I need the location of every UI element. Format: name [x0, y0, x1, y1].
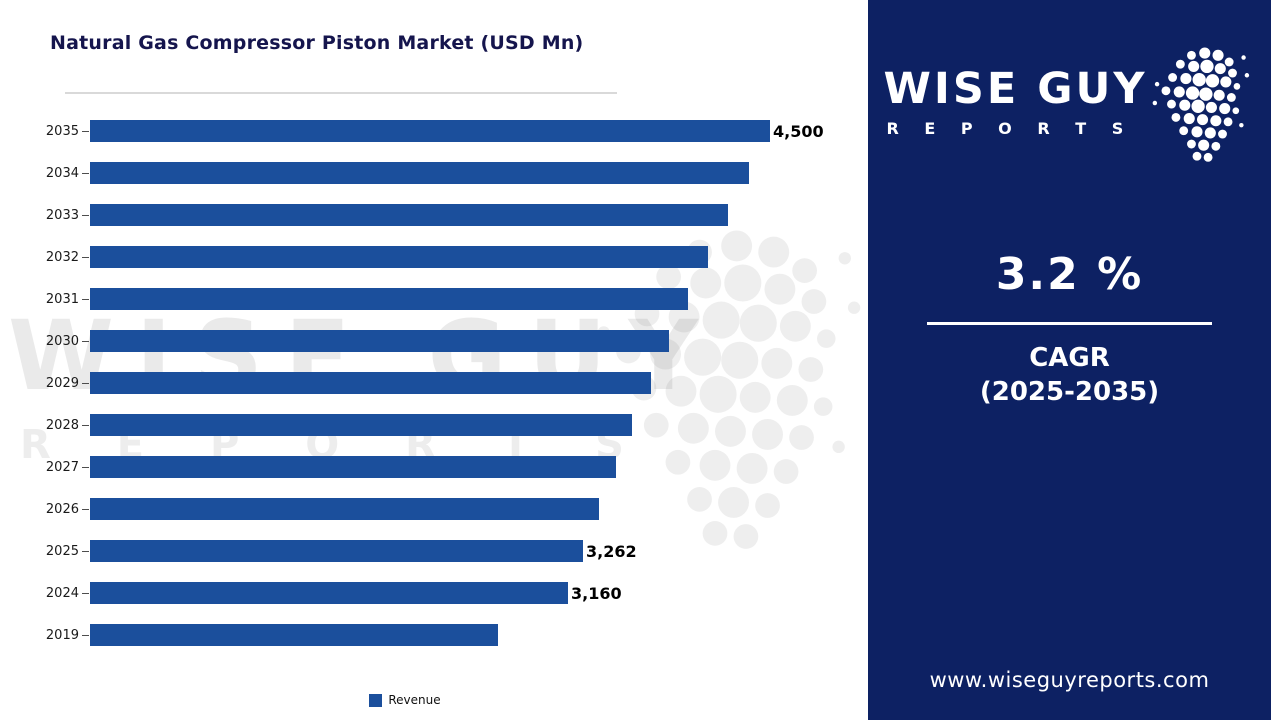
- axis-tick: [82, 550, 89, 552]
- bar-row: 2026: [45, 488, 855, 530]
- bar-row: 2024 3,160: [45, 572, 855, 614]
- year-label: 2027: [45, 459, 79, 475]
- axis-tick: [82, 508, 89, 510]
- bar-row: 2030: [45, 320, 855, 362]
- bar-row: 2019: [45, 614, 855, 656]
- logo-head-icon: [1152, 47, 1249, 162]
- bar-row: 2027: [45, 446, 855, 488]
- revenue-bar: [90, 162, 749, 184]
- axis-tick: [82, 172, 89, 174]
- website-url: www.wiseguyreports.com: [929, 668, 1210, 692]
- axis-tick: [82, 592, 89, 594]
- revenue-bar: [90, 456, 616, 478]
- year-label: 2033: [45, 207, 79, 223]
- bar-value-label: 3,262: [586, 541, 637, 561]
- year-label: 2024: [45, 585, 79, 601]
- bar-value-label: 4,500: [773, 121, 824, 141]
- axis-tick: [82, 424, 89, 426]
- axis-tick: [82, 298, 89, 300]
- year-label: 2031: [45, 291, 79, 307]
- axis-tick: [82, 340, 89, 342]
- revenue-bar: [90, 582, 568, 604]
- revenue-bar: [90, 372, 651, 394]
- axis-tick: [82, 634, 89, 636]
- cagr-period: (2025-2035): [979, 377, 1160, 407]
- revenue-bar: [90, 288, 688, 310]
- year-label: 2019: [45, 627, 79, 643]
- year-label: 2035: [45, 123, 79, 139]
- chart-title: Natural Gas Compressor Piston Market (US…: [50, 32, 584, 54]
- revenue-bar: [90, 246, 708, 268]
- axis-tick: [82, 382, 89, 384]
- cagr-block: 3.2 % CAGR (2025-2035): [927, 249, 1212, 407]
- axis-tick: [82, 130, 89, 132]
- cagr-value: 3.2 %: [995, 249, 1144, 300]
- revenue-bar: [90, 330, 669, 352]
- axis-tick: [82, 256, 89, 258]
- axis-tick: [82, 466, 89, 468]
- revenue-bar: [90, 624, 498, 646]
- revenue-bar: [90, 540, 583, 562]
- wise-guy-logo: WISE GUY R E P O R T S: [883, 42, 1255, 164]
- year-label: 2028: [45, 417, 79, 433]
- info-panel: WISE GUY R E P O R T S 3.2 % CAGR (2025-…: [868, 0, 1271, 720]
- year-label: 2034: [45, 165, 79, 181]
- year-label: 2029: [45, 375, 79, 391]
- year-label: 2032: [45, 249, 79, 265]
- revenue-bar: [90, 204, 728, 226]
- chart-panel: Natural Gas Compressor Piston Market (US…: [0, 32, 861, 707]
- bar-row: 2035 4,500: [45, 110, 855, 152]
- bar-rows: 2035 4,500 2034 2033 2032 2031 2030 2029 2028 202…: [45, 110, 855, 656]
- axis-tick: [82, 214, 89, 216]
- logo-text: WISE GUY R E P O R T S: [883, 64, 1148, 139]
- year-label: 2026: [45, 501, 79, 517]
- chart-legend: Revenue: [0, 693, 810, 707]
- bar-value-label: 3,160: [571, 583, 622, 603]
- bar-row: 2025 3,262: [45, 530, 855, 572]
- title-divider: [65, 92, 617, 94]
- year-label: 2030: [45, 333, 79, 349]
- bar-row: 2028: [45, 404, 855, 446]
- bar-row: 2033: [45, 194, 855, 236]
- bar-row: 2031: [45, 278, 855, 320]
- logo-subtext: R E P O R T S: [886, 119, 1134, 138]
- bar-row: 2032: [45, 236, 855, 278]
- logo-wordmark: WISE GUY: [883, 64, 1148, 114]
- revenue-bar: [90, 414, 632, 436]
- cagr-label: CAGR: [1029, 343, 1110, 373]
- revenue-bar: [90, 120, 770, 142]
- year-label: 2025: [45, 543, 79, 559]
- legend-label: Revenue: [388, 693, 441, 707]
- legend-swatch-icon: [369, 693, 383, 707]
- bar-row: 2034: [45, 152, 855, 194]
- revenue-bar: [90, 498, 599, 520]
- cagr-underline: [927, 322, 1212, 325]
- bar-row: 2029: [45, 362, 855, 404]
